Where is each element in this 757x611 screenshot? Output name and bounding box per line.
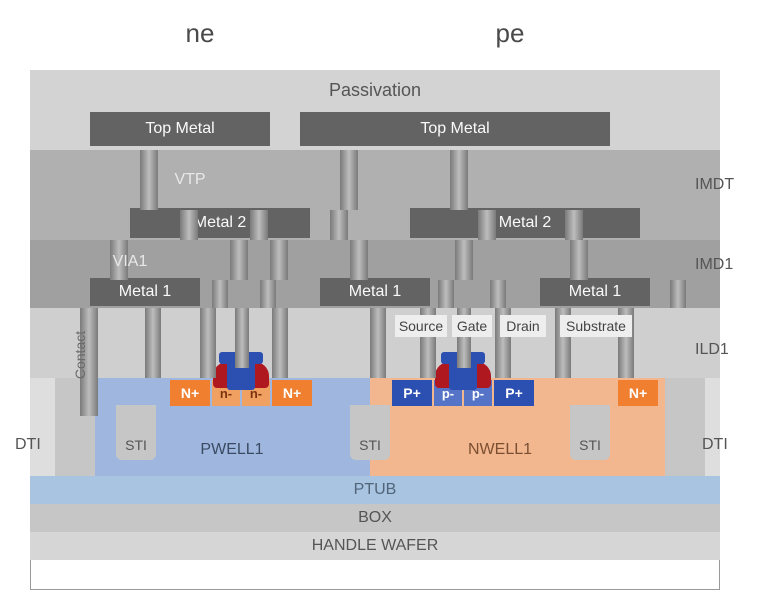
diagram-stage: ne pe Passivation PTUBBOXHANDLE WAFER PWEL… — [0, 0, 757, 611]
nwell-label: NWELL1 — [450, 440, 550, 460]
stratum-label-passivation: Passivation — [30, 70, 720, 110]
via-23 — [235, 308, 249, 368]
via-17 — [490, 280, 506, 308]
via-21 — [200, 308, 216, 378]
pwell-label: PWELL1 — [182, 440, 282, 460]
via1-label: VIA1 — [100, 252, 160, 272]
metal2-1: Metal 2 — [410, 208, 640, 238]
via-11 — [350, 240, 368, 280]
side-label-2: ILD1 — [695, 340, 745, 360]
n-plus-2: N+ — [618, 380, 658, 406]
title-ne: ne — [170, 18, 230, 49]
via-4 — [250, 210, 268, 240]
via-22 — [272, 308, 288, 378]
via-12 — [455, 240, 473, 280]
sti-label-0: STI — [110, 436, 162, 454]
sti-label-2: STI — [564, 436, 616, 454]
metal1-2: Metal 1 — [540, 278, 650, 306]
via-10 — [270, 240, 288, 280]
p-plus-1: P+ — [494, 380, 534, 406]
via-18 — [670, 280, 686, 308]
side-label-4: DTI — [702, 435, 752, 455]
terminal-source: Source — [395, 315, 447, 337]
via-9 — [230, 240, 248, 280]
via-20 — [145, 308, 161, 378]
via-7 — [565, 210, 583, 240]
sti-label-1: STI — [344, 436, 396, 454]
terminal-drain: Drain — [500, 315, 546, 337]
stratum-imdt — [30, 150, 720, 210]
via-24 — [370, 308, 386, 378]
via-14 — [212, 280, 228, 308]
via-15 — [260, 280, 276, 308]
via-16 — [438, 280, 454, 308]
vtp-label: VTP — [160, 170, 220, 190]
terminal-gate: Gate — [452, 315, 492, 337]
metal1-1: Metal 1 — [320, 278, 430, 306]
via-0 — [140, 150, 158, 210]
n-plus-0: N+ — [170, 380, 210, 406]
stratum-label-ptub: PTUB — [30, 476, 720, 504]
stratum-label-box: BOX — [30, 504, 720, 532]
via-3 — [180, 210, 198, 240]
contact-label: Contact — [70, 321, 90, 389]
n-plus-1: N+ — [272, 380, 312, 406]
top-metal-1: Top Metal — [300, 112, 610, 146]
via-5 — [330, 210, 348, 240]
side-label-0: IMDT — [695, 175, 745, 195]
via-2 — [450, 150, 468, 210]
top-metal-0: Top Metal — [90, 112, 270, 146]
p-plus-0: P+ — [392, 380, 432, 406]
metal2-0: Metal 2 — [130, 208, 310, 238]
title-pe: pe — [480, 18, 540, 49]
stratum-label-handle: HANDLE WAFER — [30, 532, 720, 560]
via-13 — [570, 240, 588, 280]
via-1 — [340, 150, 358, 210]
via-6 — [478, 210, 496, 240]
metal1-0: Metal 1 — [90, 278, 200, 306]
side-label-3: DTI — [15, 435, 65, 455]
dti-right — [665, 378, 705, 476]
terminal-substrate: Substrate — [560, 315, 632, 337]
side-label-1: IMD1 — [695, 255, 745, 275]
